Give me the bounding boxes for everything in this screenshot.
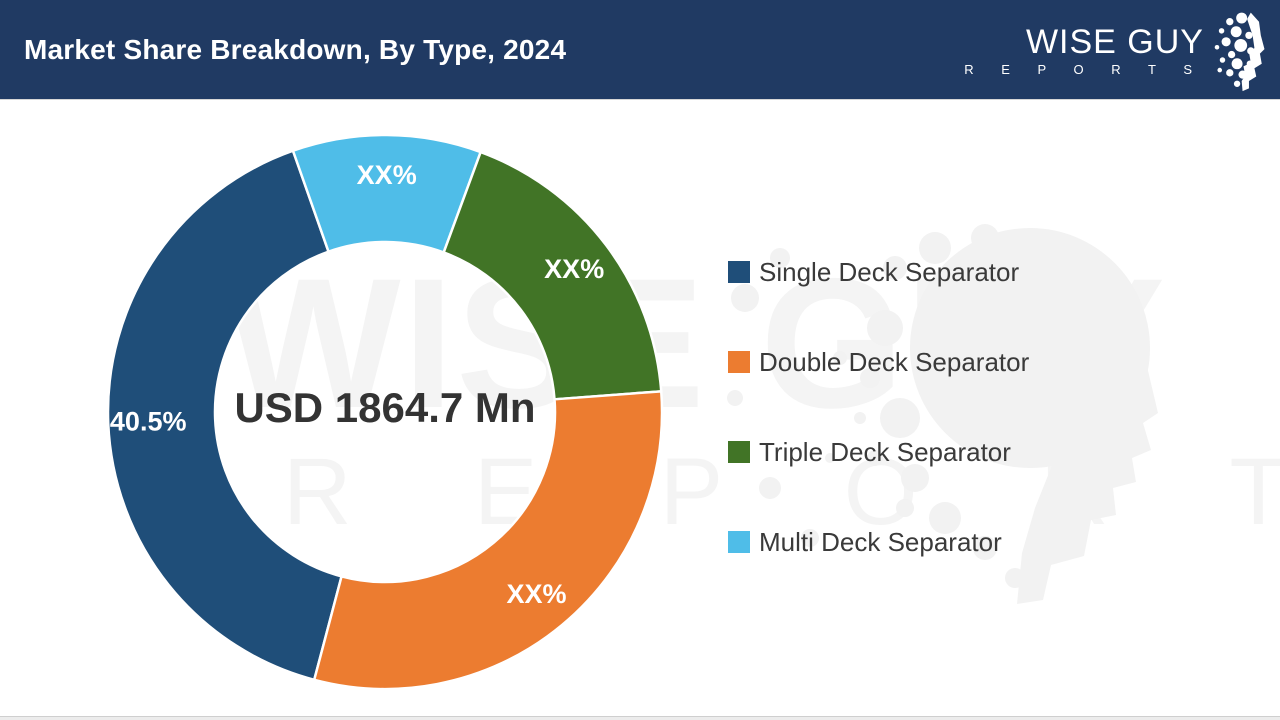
page-title: Market Share Breakdown, By Type, 2024: [24, 33, 567, 65]
brand-name: WISE GUY: [1025, 22, 1204, 61]
legend-swatch: [728, 261, 750, 283]
legend-swatch: [728, 531, 750, 553]
legend-label: Multi Deck Separator: [759, 526, 1002, 557]
donut-slice-triple-deck-separator: [442, 150, 663, 401]
brand-face-icon: [1214, 12, 1265, 92]
legend: Single Deck Separator Double Deck Separat…: [728, 227, 1029, 587]
legend-item-single-deck-separator: Single Deck Separator: [728, 227, 1029, 317]
donut-chart: 40.5% XX% XX% XX%: [106, 133, 664, 691]
legend-label: Single Deck Separator: [759, 256, 1020, 287]
legend-item-double-deck-separator: Double Deck Separator: [728, 317, 1029, 407]
slice-percent-label: XX%: [357, 160, 417, 190]
brand-logo: WISE GUY R E P O R T S: [958, 6, 1266, 94]
legend-swatch: [728, 441, 750, 463]
legend-item-multi-deck-separator: Multi Deck Separator: [728, 497, 1029, 587]
legend-label: Triple Deck Separator: [759, 436, 1011, 467]
legend-swatch: [728, 351, 750, 373]
legend-item-triple-deck-separator: Triple Deck Separator: [728, 407, 1029, 497]
header-bar: Market Share Breakdown, By Type, 2024 WI…: [0, 0, 1280, 100]
slice-percent-label: XX%: [544, 254, 604, 284]
donut-slice-single-deck-separator: [106, 149, 343, 682]
slice-percent-label: 40.5%: [110, 407, 187, 437]
head-profile-watermark-icon: [727, 224, 1158, 604]
donut-slice-double-deck-separator: [312, 390, 664, 691]
slice-percent-label: XX%: [506, 579, 566, 609]
chart-center-value: USD 1864.7 Mn: [234, 384, 536, 431]
bottom-divider: [0, 716, 1280, 720]
legend-label: Double Deck Separator: [759, 346, 1030, 377]
brand-tagline: R E P O R T S: [964, 61, 1204, 77]
brand-logo-text: WISE GUY R E P O R T S: [958, 24, 1204, 77]
